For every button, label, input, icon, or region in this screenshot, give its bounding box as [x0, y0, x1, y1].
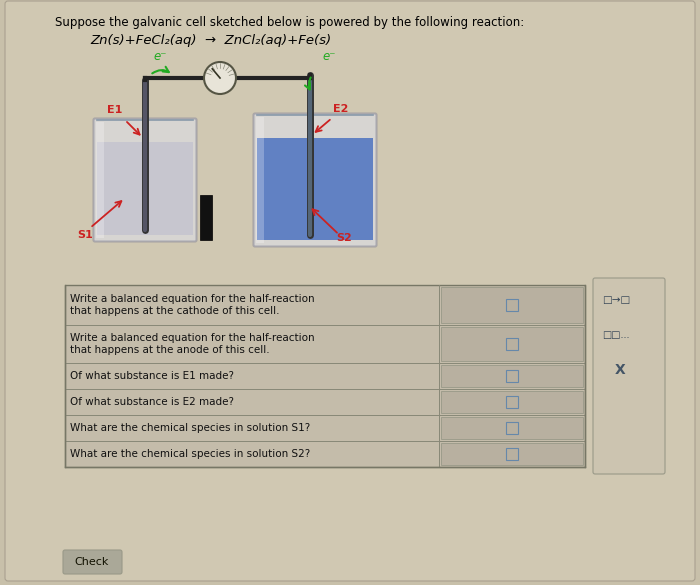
Text: e⁻: e⁻: [322, 50, 335, 63]
Text: Suppose the galvanic cell sketched below is powered by the following reaction:: Suppose the galvanic cell sketched below…: [55, 16, 524, 29]
Text: X: X: [615, 363, 626, 377]
Text: E2: E2: [333, 104, 349, 114]
Bar: [506, 422, 518, 434]
FancyBboxPatch shape: [253, 113, 377, 246]
Text: Write a balanced equation for the half-reaction
that happens at the anode of thi: Write a balanced equation for the half-r…: [70, 333, 314, 355]
Text: What are the chemical species in solution S2?: What are the chemical species in solutio…: [70, 449, 310, 459]
Bar: [506, 448, 518, 460]
Text: What are the chemical species in solution S1?: What are the chemical species in solutio…: [70, 423, 310, 433]
Text: S2: S2: [337, 233, 352, 243]
Bar: [441, 365, 583, 387]
Text: S1: S1: [77, 229, 92, 240]
Text: E1: E1: [107, 105, 122, 115]
Text: Of what substance is E1 made?: Of what substance is E1 made?: [70, 371, 234, 381]
FancyBboxPatch shape: [593, 278, 665, 474]
FancyBboxPatch shape: [94, 119, 197, 242]
Bar: [441, 391, 583, 413]
Text: Zn(s)+FeCl₂(aq)  →  ZnCl₂(aq)+Fe(s): Zn(s)+FeCl₂(aq) → ZnCl₂(aq)+Fe(s): [90, 34, 331, 47]
Bar: [65, 285, 585, 467]
Bar: [506, 299, 518, 311]
Bar: [257, 139, 373, 240]
Text: Of what substance is E2 made?: Of what substance is E2 made?: [70, 397, 234, 407]
Text: □→□: □→□: [602, 295, 630, 305]
Bar: [441, 443, 583, 465]
Bar: [506, 396, 518, 408]
Bar: [506, 370, 518, 382]
Bar: [256, 117, 264, 243]
Circle shape: [204, 62, 236, 94]
Bar: [506, 338, 518, 350]
Text: Write a balanced equation for the half-reaction
that happens at the cathode of t: Write a balanced equation for the half-r…: [70, 294, 314, 316]
Bar: [96, 122, 104, 238]
Bar: [97, 142, 193, 235]
Text: □□...: □□...: [602, 330, 629, 340]
FancyBboxPatch shape: [63, 550, 122, 574]
Bar: [200, 195, 212, 240]
Text: Check: Check: [75, 557, 109, 567]
FancyBboxPatch shape: [5, 1, 695, 581]
Text: e⁻: e⁻: [153, 50, 167, 63]
Bar: [441, 417, 583, 439]
Bar: [441, 287, 583, 323]
Bar: [441, 327, 583, 361]
